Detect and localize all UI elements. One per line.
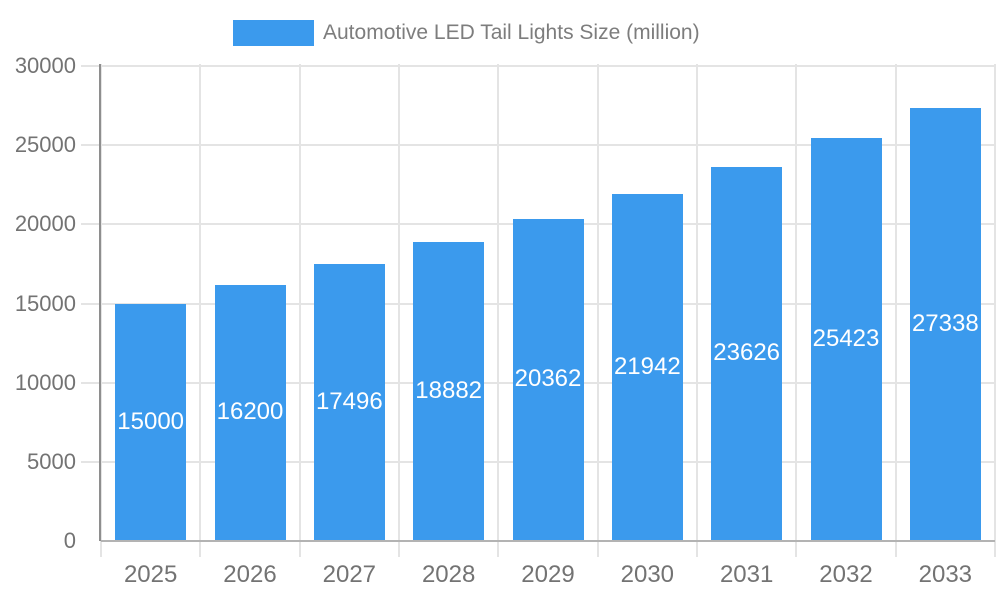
- bar-value-label: 25423: [812, 325, 880, 353]
- gridline-v: [596, 64, 599, 557]
- bar-value-label: 23626: [713, 339, 781, 367]
- x-tick-label: 2033: [918, 561, 973, 588]
- bar-value-label: 15000: [117, 407, 185, 435]
- x-tick-label: 2032: [819, 561, 873, 588]
- bar: 21942: [611, 193, 683, 540]
- bar: 15000: [115, 303, 187, 540]
- bar: 20362: [512, 218, 584, 540]
- gridline-v: [795, 64, 798, 557]
- bar: 16200: [214, 284, 286, 540]
- x-tick-label: 2031: [719, 561, 774, 588]
- gridline-v: [100, 64, 102, 557]
- x-tick-label: 2027: [322, 561, 377, 588]
- x-tick-label: 2029: [521, 561, 575, 588]
- x-tick-label: 2026: [223, 561, 277, 588]
- legend: Automotive LED Tail Lights Size (million…: [233, 20, 700, 46]
- gridline-v: [696, 64, 698, 557]
- bar-value-label: 27338: [911, 310, 979, 338]
- gridline-v: [398, 64, 400, 557]
- y-tick-label: 20000: [14, 211, 76, 237]
- gridline-v: [894, 64, 897, 557]
- bar-value-label: 18882: [415, 377, 483, 404]
- legend-swatch: [233, 20, 314, 46]
- gridline-h: [81, 144, 995, 147]
- x-tick-label: 2025: [123, 561, 178, 588]
- y-tick-label: 10000: [14, 369, 76, 395]
- x-tick-label: 2030: [620, 561, 675, 588]
- x-axis-line: [101, 540, 995, 542]
- y-axis-line: [99, 64, 101, 541]
- bar: 18882: [413, 242, 485, 540]
- gridline-v: [994, 64, 996, 557]
- y-tick-label: 15000: [14, 290, 76, 316]
- y-tick-label: 0: [63, 528, 76, 553]
- bar-value-label: 21942: [613, 352, 681, 380]
- bar: 17496: [313, 263, 385, 540]
- bar: 23626: [711, 166, 783, 540]
- bar: 27338: [909, 108, 981, 540]
- gridline-v: [497, 64, 500, 557]
- legend-label: Automotive LED Tail Lights Size (million…: [323, 21, 700, 44]
- bar: 25423: [810, 138, 882, 540]
- bar-value-label: 17496: [315, 387, 383, 415]
- bar-value-label: 16200: [216, 398, 284, 426]
- y-tick-label: 5000: [27, 448, 76, 474]
- y-tick-label: 25000: [14, 132, 76, 158]
- gridline-v: [199, 64, 202, 557]
- bar-value-label: 20362: [514, 365, 582, 393]
- y-tick-label: 30000: [14, 53, 76, 78]
- x-tick-label: 2028: [421, 561, 476, 588]
- gridline-h: [81, 65, 995, 67]
- gridline-v: [298, 64, 301, 557]
